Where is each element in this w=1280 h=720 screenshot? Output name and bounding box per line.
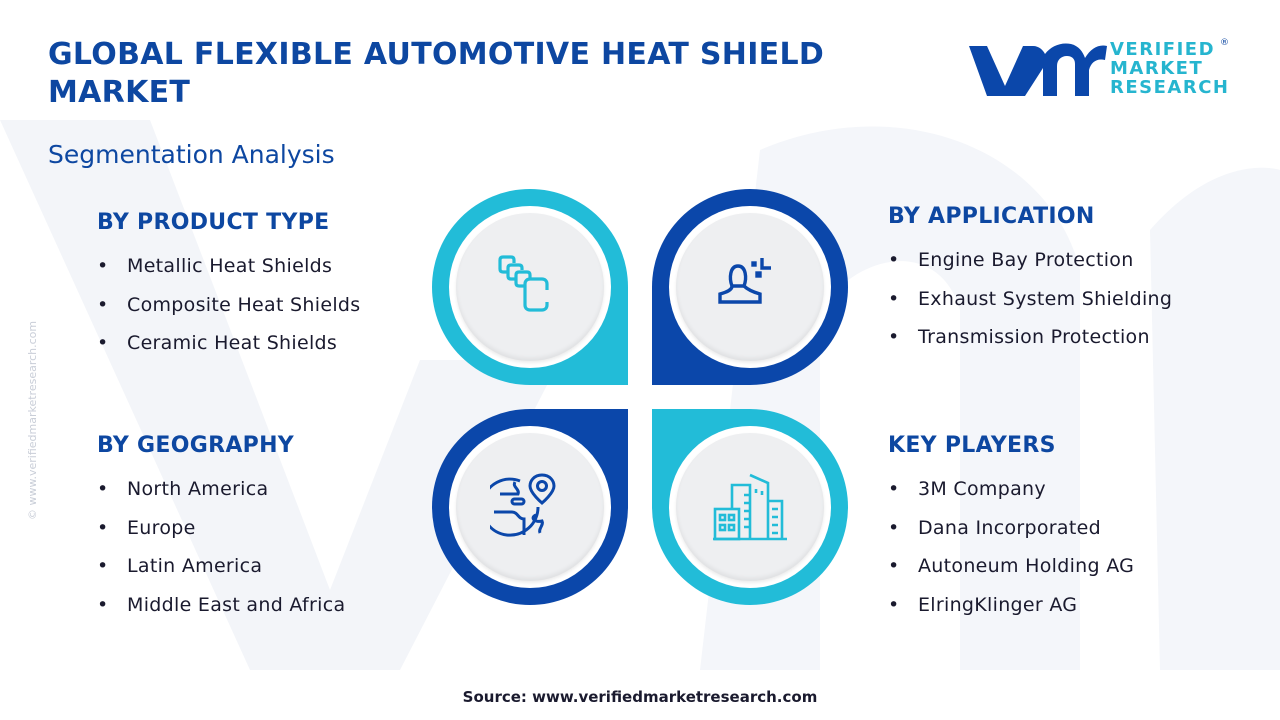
- quadrant-product-type: [432, 189, 628, 385]
- list-item: Middle East and Africa: [97, 586, 345, 625]
- user-icon: [718, 258, 771, 304]
- side-watermark: © www.verifiedmarketresearch.com: [26, 320, 39, 520]
- vmr-logo: [969, 43, 1107, 96]
- list-item: Ceramic Heat Shields: [97, 324, 360, 363]
- list-item: North America: [97, 470, 345, 509]
- logo-line: RESEARCH: [1110, 77, 1230, 98]
- list-item: Autoneum Holding AG: [888, 547, 1134, 586]
- segment-product-type: BY PRODUCT TYPE Metallic Heat Shields Co…: [97, 210, 360, 363]
- list-item: Europe: [97, 509, 345, 548]
- buildings-icon: [713, 473, 787, 541]
- registered-mark: ®: [1220, 38, 1229, 48]
- list-item: Exhaust System Shielding: [888, 280, 1172, 319]
- quadrant-geography: [432, 409, 628, 605]
- segment-geography: BY GEOGRAPHY North America Europe Latin …: [97, 433, 345, 624]
- segment-heading: BY APPLICATION: [888, 204, 1095, 229]
- list-item: Composite Heat Shields: [97, 286, 360, 325]
- page-subtitle: Segmentation Analysis: [48, 140, 335, 169]
- logo-line: MARKET: [1110, 58, 1204, 79]
- segment-key-players: KEY PLAYERS 3M Company Dana Incorporated…: [888, 433, 1134, 624]
- logo-text: VERIFIED MARKET RESEARCH: [1110, 40, 1229, 97]
- list-item: Dana Incorporated: [888, 509, 1134, 548]
- logo-line: VERIFIED: [1110, 39, 1216, 60]
- list-item: 3M Company: [888, 470, 1134, 509]
- source-footer: Source: www.verifiedmarketresearch.com: [462, 688, 818, 706]
- list-item: Metallic Heat Shields: [97, 247, 360, 286]
- list-item: Latin America: [97, 547, 345, 586]
- globe-pin-icon: [490, 473, 556, 537]
- list-item: Transmission Protection: [888, 318, 1172, 357]
- segment-heading: KEY PLAYERS: [888, 433, 1056, 458]
- list-item: Engine Bay Protection: [888, 241, 1172, 280]
- segment-heading: BY GEOGRAPHY: [97, 433, 295, 458]
- page-title: GLOBAL FLEXIBLE AUTOMOTIVE HEAT SHIELD M…: [48, 37, 825, 110]
- layers-icon: [498, 255, 549, 312]
- quadrant-application: [652, 189, 848, 385]
- quadrant-key-players: [652, 409, 848, 605]
- segment-application: BY APPLICATION Engine Bay Protection Exh…: [888, 204, 1172, 357]
- segment-heading: BY PRODUCT TYPE: [97, 210, 330, 235]
- list-item: ElringKlinger AG: [888, 586, 1134, 625]
